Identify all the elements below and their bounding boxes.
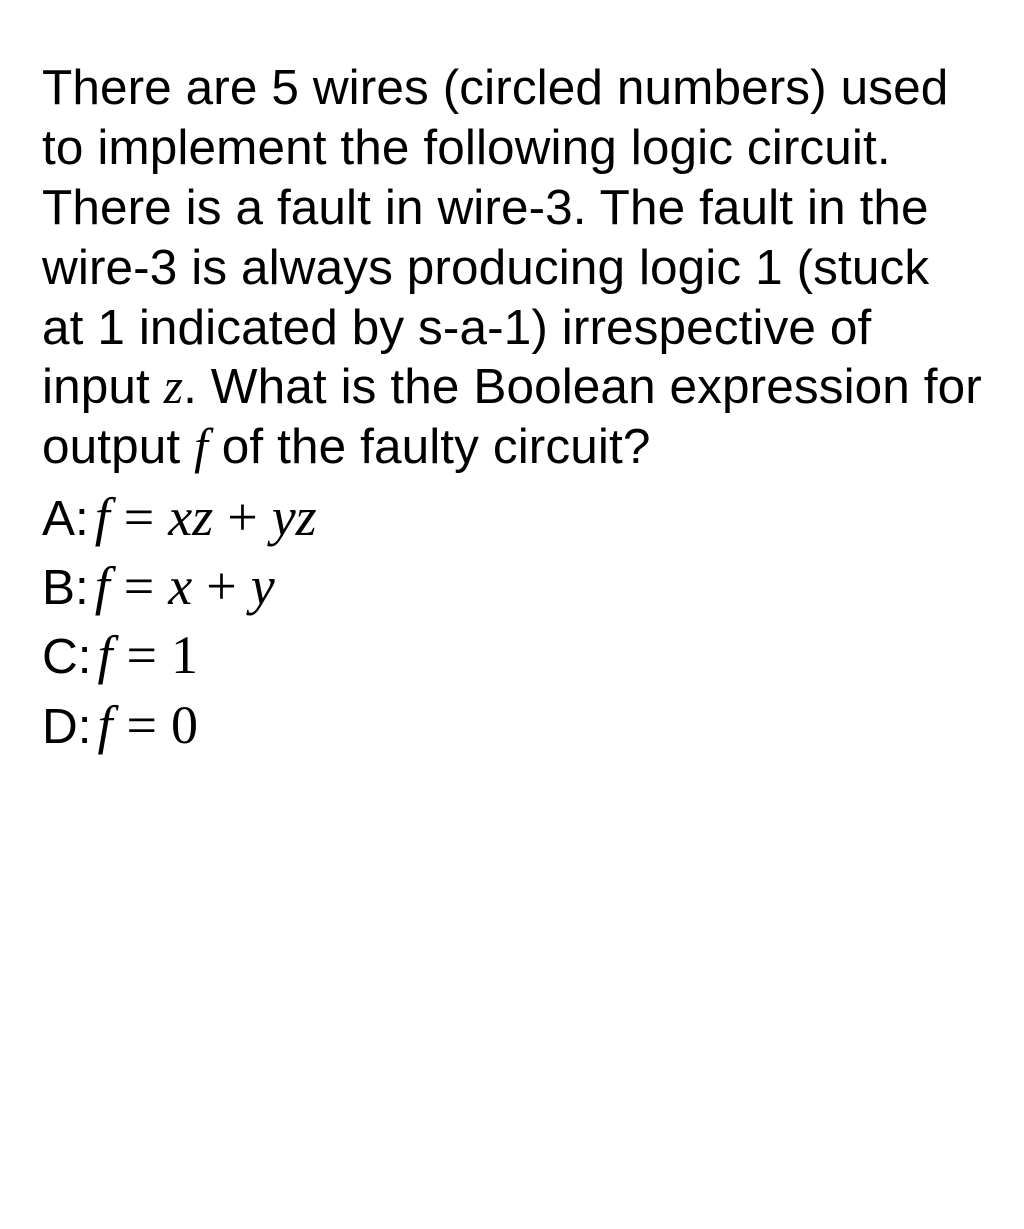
equals: = (124, 487, 154, 547)
option-label: C: (42, 625, 92, 688)
rhs-num: 1 (171, 625, 198, 685)
option-expression: f=1 (98, 621, 198, 690)
rhs-term: xz (168, 487, 213, 547)
lhs: f (95, 487, 110, 547)
equals: = (127, 625, 157, 685)
option-c: C: f=1 (42, 621, 982, 690)
option-a: A: f=xz+yz (42, 483, 982, 552)
question-text: There are 5 wires (circled numbers) used… (42, 58, 982, 477)
var-f: f (194, 419, 208, 474)
option-label: D: (42, 695, 92, 758)
var-z: z (164, 359, 183, 414)
plus-op: + (206, 556, 236, 616)
rhs-term: y (251, 556, 275, 616)
lhs: f (98, 625, 113, 685)
equals: = (127, 695, 157, 755)
rhs-term: x (168, 556, 192, 616)
rhs-num: 0 (171, 695, 198, 755)
plus-op: + (227, 487, 257, 547)
option-label: B: (42, 556, 89, 619)
option-d: D: f=0 (42, 691, 982, 760)
lhs: f (95, 556, 110, 616)
option-expression: f=0 (98, 691, 198, 760)
question-part-3: of the faulty circuit? (208, 419, 651, 474)
option-label: A: (42, 487, 89, 550)
option-b: B: f=x+y (42, 552, 982, 621)
page: There are 5 wires (circled numbers) used… (0, 0, 1024, 760)
option-expression: f=x+y (95, 552, 275, 621)
lhs: f (98, 695, 113, 755)
option-expression: f=xz+yz (95, 483, 317, 552)
options-list: A: f=xz+yz B: f=x+y C: f=1 D: f=0 (42, 483, 982, 759)
rhs-term: yz (272, 487, 317, 547)
equals: = (124, 556, 154, 616)
